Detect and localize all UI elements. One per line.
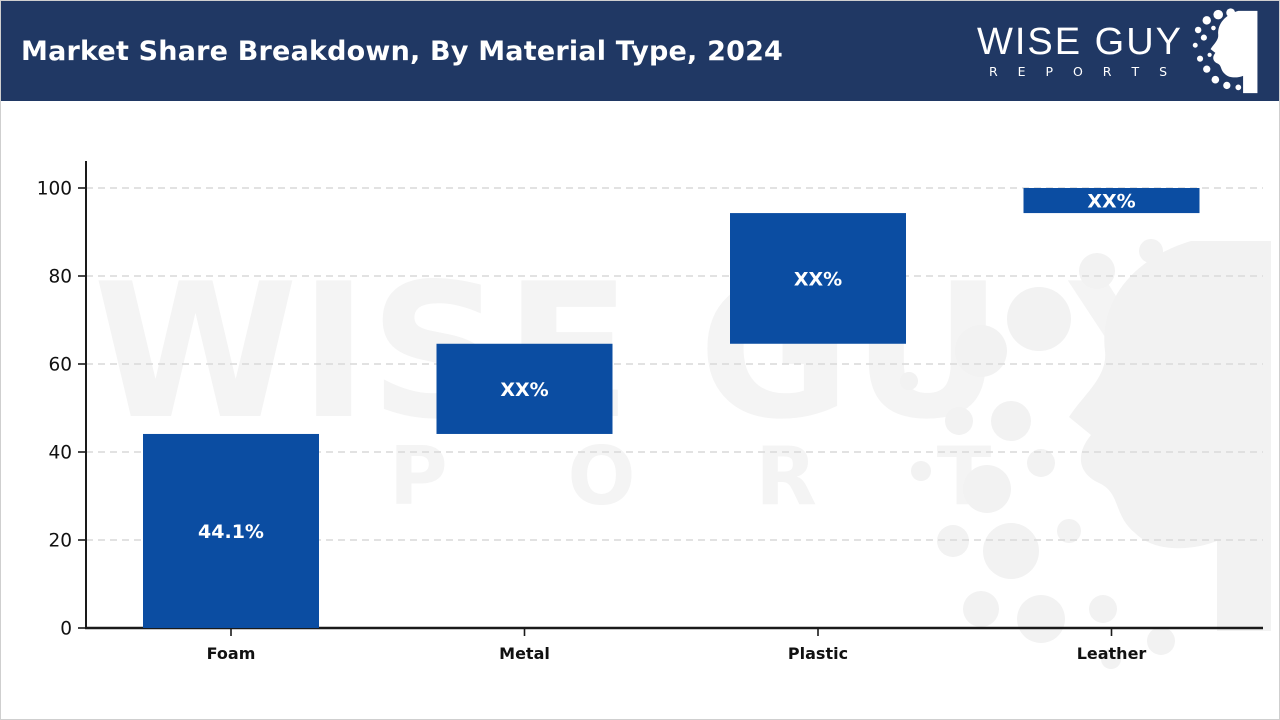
- bar-value-label: XX%: [1087, 191, 1135, 213]
- chart-area: WISE GU Y P O R T S 0 20 40 60 80 100 44.1% Foa…: [1, 101, 1279, 719]
- bar-plastic: [730, 213, 906, 344]
- bar-value-label: XX%: [794, 268, 842, 290]
- y-tick-label: 100: [37, 179, 72, 200]
- chart-title: Market Share Breakdown, By Material Type…: [21, 35, 784, 67]
- watermark-face-dots: [900, 239, 1271, 669]
- y-tick-label: 60: [48, 355, 72, 376]
- bar-metal: [436, 343, 613, 434]
- bar-leather: [1023, 188, 1200, 214]
- logo-wiseguy-text: WISE GUY: [976, 21, 1183, 64]
- y-tick-label: 20: [48, 531, 72, 552]
- wiseguy-logo-face-icon: [1192, 8, 1258, 94]
- report-header: Market Share Breakdown, By Material Type…: [1, 1, 1279, 101]
- y-tick-label: 40: [48, 443, 72, 464]
- x-category-label: Plastic: [788, 644, 848, 663]
- wiseguy-logo: WISE GUY R E P O R T S: [977, 7, 1269, 95]
- bar-value-label: XX%: [500, 379, 548, 401]
- x-category-label: Metal: [499, 644, 550, 663]
- bar-value-label: 44.1%: [198, 521, 264, 543]
- y-tick-label: 80: [48, 267, 72, 288]
- y-tick-label: 0: [60, 619, 72, 640]
- x-category-label: Foam: [207, 644, 256, 663]
- waterfall-chart: 0 20 40 60 80 100 44.1% Foam XX% Metal XX% Plastic X…: [37, 161, 1263, 663]
- logo-reports-text: R E P O R T S: [988, 63, 1176, 79]
- bar-foam: [143, 433, 319, 628]
- x-category-label: Leather: [1077, 644, 1147, 663]
